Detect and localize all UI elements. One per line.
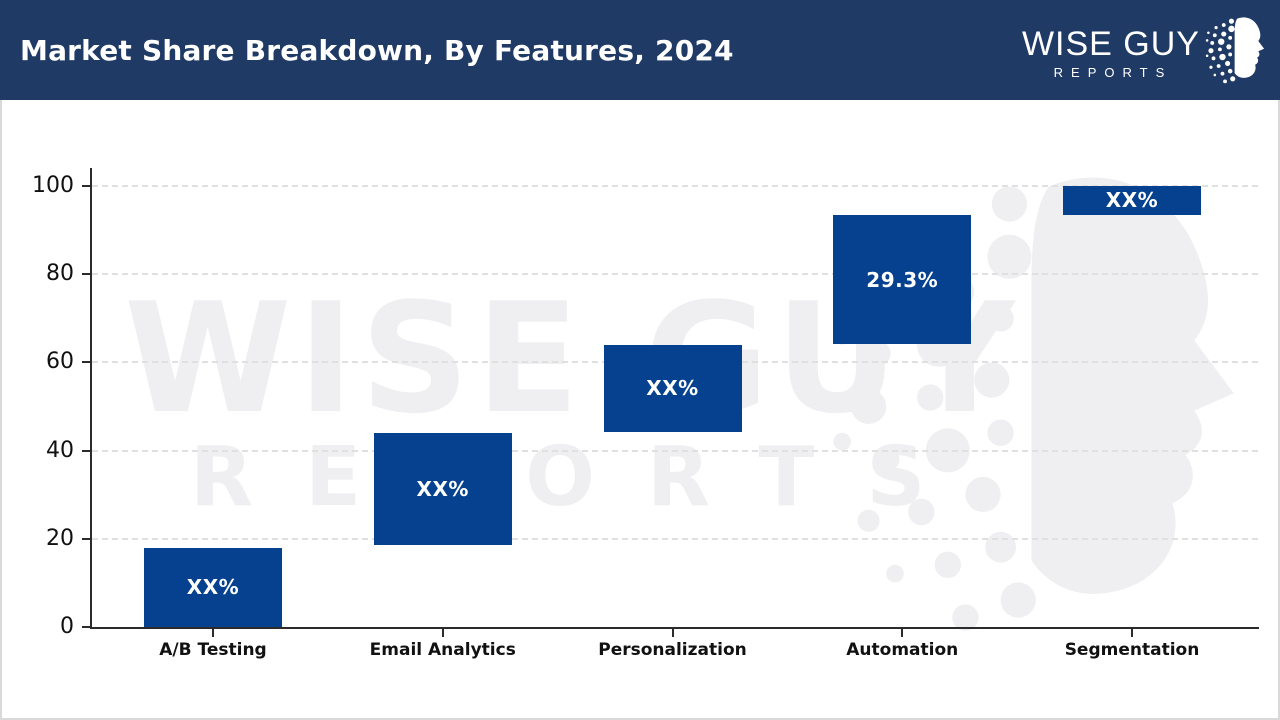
x-tick-mark — [901, 629, 904, 637]
bar-value-label: 29.3% — [866, 267, 939, 292]
y-axis-tick-label: 80 — [46, 261, 74, 287]
y-axis-tick-label: 40 — [46, 437, 74, 463]
brand-logo: WISE GUY REPORTS — [1022, 8, 1266, 92]
watermark-brand-subtitle: REPORTS — [190, 430, 978, 525]
x-axis-category-label: Segmentation — [1064, 640, 1200, 660]
y-axis-tick-label: 60 — [46, 349, 74, 375]
y-tick-mark — [82, 273, 91, 276]
x-axis-category-label: Personalization — [598, 640, 747, 660]
y-tick-mark — [82, 626, 91, 628]
x-tick-mark — [1131, 629, 1133, 637]
gridline — [92, 185, 1258, 187]
bar-segment: XX% — [373, 432, 512, 545]
x-axis-category-label: Email Analytics — [369, 640, 516, 660]
x-axis-category-label: A/B Testing — [159, 640, 267, 660]
bar-value-label: XX% — [1105, 188, 1159, 213]
y-axis-tick-label: 100 — [32, 173, 74, 198]
gridline — [92, 449, 1258, 452]
y-tick-mark — [82, 537, 91, 540]
x-tick-mark — [212, 629, 214, 637]
y-tick-mark — [82, 185, 91, 187]
brand-logo-text: WISE GUY REPORTS — [1022, 25, 1200, 80]
bar-segment: XX% — [603, 344, 742, 433]
y-axis-tick-label: 0 — [60, 614, 74, 639]
gridline — [92, 537, 1258, 540]
y-tick-mark — [82, 449, 91, 452]
y-axis-tick-label: 20 — [46, 525, 74, 551]
y-tick-mark — [82, 361, 91, 364]
chart-title: Market Share Breakdown, By Features, 202… — [20, 33, 734, 67]
x-axis-category-label: Automation — [846, 640, 959, 660]
bar-segment: XX% — [144, 547, 282, 627]
y-axis-line — [90, 168, 92, 629]
x-tick-mark — [671, 629, 674, 637]
x-tick-mark — [441, 629, 444, 637]
bar-value-label: XX% — [416, 476, 469, 501]
brand-subtitle: REPORTS — [1053, 64, 1173, 80]
bar-value-label: XX% — [186, 575, 240, 600]
chart-header: Market Share Breakdown, By Features, 202… — [0, 0, 1280, 100]
chart-area: WISE GUY REPORTS 0 20 40 60 80 100 XX% A/B Test… — [0, 100, 1280, 720]
gridline — [92, 273, 1258, 276]
bar-segment: 29.3% — [833, 215, 972, 345]
x-axis-line — [90, 627, 1259, 629]
brand-name: WISE GUY — [1021, 24, 1200, 63]
bar-segment: XX% — [1063, 186, 1201, 215]
bar-value-label: XX% — [646, 376, 699, 401]
brand-face-icon — [1205, 17, 1265, 84]
